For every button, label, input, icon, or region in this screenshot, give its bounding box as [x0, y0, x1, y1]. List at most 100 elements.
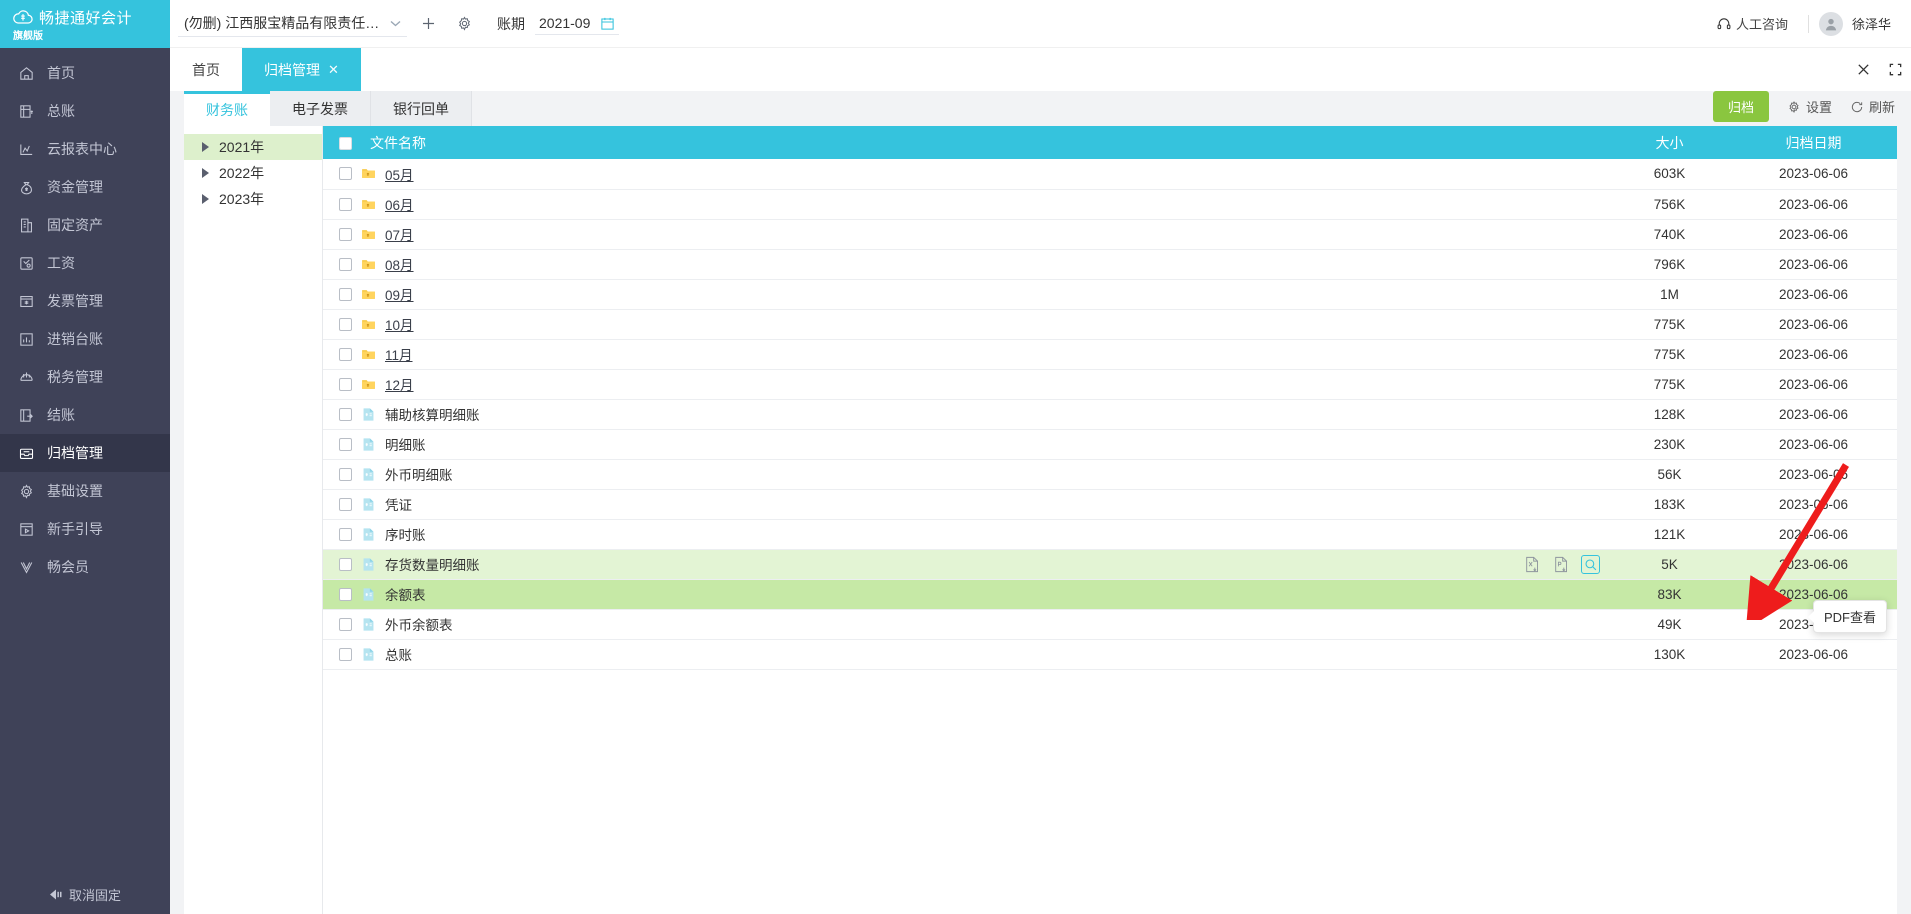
brand-logo[interactable]: 畅捷通好会计 旗舰版 [0, 0, 170, 48]
row-checkbox[interactable] [339, 197, 352, 211]
refresh-button[interactable]: 刷新 [1850, 97, 1895, 116]
file-name-label[interactable]: 08月 [385, 258, 414, 273]
cell-size: 83K [1609, 579, 1730, 610]
pdf-download-icon[interactable] [1553, 556, 1570, 573]
row-checkbox[interactable] [339, 377, 352, 391]
sub-tab-bank-receipt[interactable]: 银行回单 [371, 91, 472, 126]
row-checkbox[interactable] [339, 587, 352, 601]
row-checkbox[interactable] [339, 347, 352, 361]
file-name-label[interactable]: 05月 [385, 167, 414, 183]
window-close-button[interactable] [1847, 48, 1879, 91]
table-row[interactable]: 明细账 230K 2023-06-06 [323, 429, 1897, 460]
file-name-label[interactable]: 外币明细账 [385, 468, 453, 483]
file-name-label[interactable]: 序时账 [385, 528, 426, 543]
window-fullscreen-button[interactable] [1879, 48, 1911, 91]
sidebar-item-fixed-assets[interactable]: 固定资产 [0, 206, 170, 244]
file-name-label[interactable]: 10月 [385, 318, 414, 333]
table-row[interactable]: 07月 740K 2023-06-06 [323, 219, 1897, 250]
table-row[interactable]: 凭证 183K 2023-06-06 [323, 489, 1897, 520]
excel-download-icon[interactable] [1524, 556, 1541, 573]
sidebar-item-closing[interactable]: 结账 [0, 396, 170, 434]
sidebar-item-tax[interactable]: 税务管理 [0, 358, 170, 396]
table-row[interactable]: 05月 603K 2023-06-06 [323, 159, 1897, 190]
period-picker[interactable]: 2021-09 [535, 12, 620, 35]
add-company-button[interactable] [413, 9, 443, 39]
file-name-label[interactable]: 11月 [385, 348, 413, 363]
row-checkbox[interactable] [339, 437, 352, 451]
file-name-label[interactable]: 存货数量明细账 [385, 558, 480, 573]
table-row[interactable]: 总账 130K 2023-06-06 [323, 639, 1897, 670]
file-name-label[interactable]: 明细账 [385, 438, 426, 453]
sub-tab-e-invoice[interactable]: 电子发票 [270, 91, 371, 126]
sidebar-item-home[interactable]: 首页 [0, 54, 170, 92]
tree-node-2023[interactable]: 2023年 [184, 186, 322, 212]
triangle-right-icon[interactable] [202, 142, 209, 152]
table-row[interactable]: 序时账 121K 2023-06-06 [323, 519, 1897, 550]
triangle-right-icon[interactable] [202, 168, 209, 178]
table-row[interactable]: 09月 1M 2023-06-06 [323, 279, 1897, 310]
sidebar-collapse-button[interactable]: 取消固定 [0, 874, 170, 914]
table-row[interactable]: 外币明细账 56K 2023-06-06 [323, 459, 1897, 490]
row-checkbox[interactable] [339, 167, 352, 181]
user-menu[interactable]: 徐泽华 [1818, 11, 1891, 36]
topbar-settings-button[interactable] [449, 9, 479, 39]
table-row[interactable]: 存货数量明细账 5K 2023-06-06 [323, 549, 1897, 580]
close-icon[interactable]: ✕ [328, 61, 339, 77]
settings-button[interactable]: 设置 [1787, 97, 1832, 116]
table-row[interactable]: 辅助核算明细账 128K 2023-06-06 [323, 399, 1897, 430]
sidebar-item-cloud-reports[interactable]: 云报表中心 [0, 130, 170, 168]
tab-home[interactable]: 首页 [170, 48, 242, 91]
sub-tab-financial-books[interactable]: 财务账 [184, 91, 270, 126]
folder-icon [362, 319, 375, 329]
sidebar-item-vip[interactable]: 畅会员 [0, 548, 170, 586]
table-row[interactable]: 10月 775K 2023-06-06 [323, 309, 1897, 340]
table-row[interactable]: 外币余额表49K2023-06-06 [323, 609, 1897, 640]
sidebar-item-invoice[interactable]: 发票管理 [0, 282, 170, 320]
gear-icon [20, 483, 33, 499]
row-checkbox[interactable] [339, 647, 352, 661]
table-row[interactable]: 12月 775K 2023-06-06 [323, 369, 1897, 400]
file-name-label[interactable]: 余额表 [385, 588, 426, 603]
row-checkbox[interactable] [339, 227, 352, 241]
sidebar-item-guide[interactable]: 新手引导 [0, 510, 170, 548]
row-checkbox[interactable] [339, 287, 352, 301]
cell-date: 2023-06-06 [1730, 339, 1897, 370]
sidebar-item-funds[interactable]: 资金管理 [0, 168, 170, 206]
file-name-label[interactable]: 09月 [385, 288, 414, 303]
tree-node-2021[interactable]: 2021年 [184, 134, 322, 160]
file-name-label[interactable]: 06月 [385, 198, 414, 213]
table-row[interactable]: 余额表 83K 2023-06-06 [323, 579, 1897, 610]
tab-archive-management[interactable]: 归档管理 ✕ [242, 48, 361, 91]
file-name-label[interactable]: 12月 [385, 378, 414, 393]
file-name-label[interactable]: 外币余额表 [385, 618, 453, 633]
company-selector[interactable]: (勿删) 江西服宝精品有限责任公司 (... [178, 10, 407, 37]
file-name-label[interactable]: 07月 [385, 228, 414, 243]
row-checkbox[interactable] [339, 257, 352, 271]
row-checkbox[interactable] [339, 527, 352, 541]
table-row[interactable]: 06月 756K 2023-06-06 [323, 189, 1897, 220]
sidebar-item-payroll[interactable]: 工资 [0, 244, 170, 282]
file-name-label[interactable]: 凭证 [385, 498, 412, 513]
file-icon [363, 467, 374, 481]
sidebar-item-general-ledger[interactable]: 总账 [0, 92, 170, 130]
cell-date: 2023-06-06 [1730, 369, 1897, 400]
pdf-preview-icon[interactable] [1581, 555, 1600, 574]
file-name-label[interactable]: 总账 [385, 648, 412, 663]
support-button[interactable]: 人工咨询 [1716, 14, 1788, 33]
sidebar-item-basic-settings[interactable]: 基础设置 [0, 472, 170, 510]
sidebar-item-stock-book[interactable]: 进销台账 [0, 320, 170, 358]
tree-node-2022[interactable]: 2022年 [184, 160, 322, 186]
select-all-checkbox[interactable] [339, 137, 352, 151]
row-checkbox[interactable] [339, 617, 352, 631]
row-checkbox[interactable] [339, 557, 352, 571]
archive-button[interactable]: 归档 [1712, 91, 1769, 122]
file-name-label[interactable]: 辅助核算明细账 [385, 408, 480, 423]
row-checkbox[interactable] [339, 497, 352, 511]
table-row[interactable]: 11月 775K 2023-06-06 [323, 339, 1897, 370]
row-checkbox[interactable] [339, 407, 352, 421]
row-checkbox[interactable] [339, 317, 352, 331]
table-row[interactable]: 08月 796K 2023-06-06 [323, 249, 1897, 280]
sidebar-item-archive[interactable]: 归档管理 [0, 434, 170, 472]
triangle-right-icon[interactable] [202, 194, 209, 204]
row-checkbox[interactable] [339, 467, 352, 481]
